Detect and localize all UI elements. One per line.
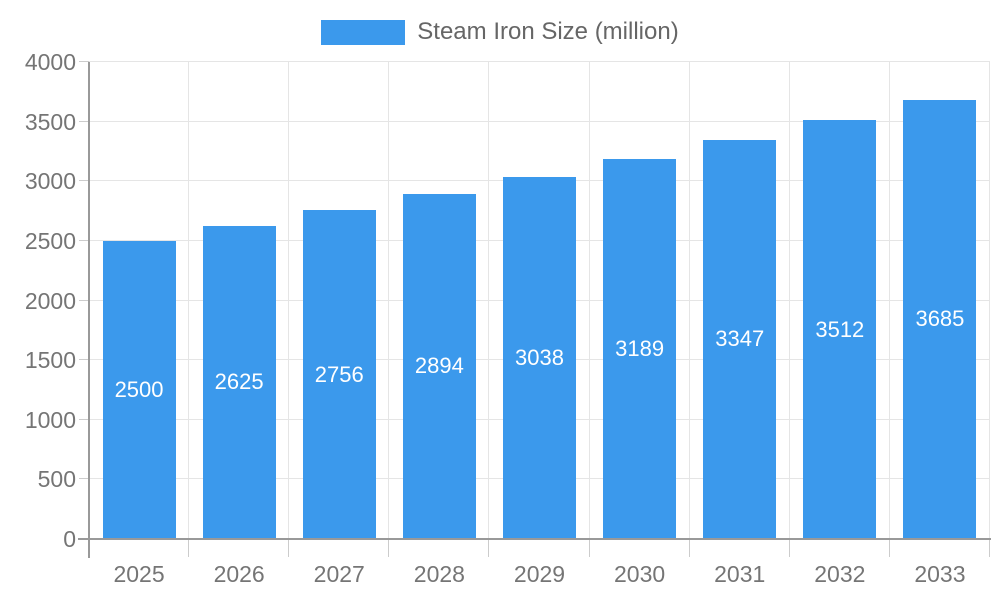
bar-value-label: 3685	[915, 306, 965, 332]
y-tick-label: 0	[63, 526, 76, 552]
h-gridline	[89, 120, 990, 122]
y-tick-label: 4000	[24, 49, 76, 75]
legend-swatch	[321, 19, 406, 45]
v-gridline	[989, 62, 990, 539]
x-tick-label: 2029	[513, 561, 566, 587]
axis-layer	[78, 61, 991, 558]
y-tick-label: 1500	[24, 347, 76, 374]
bars-layer: 2500 2625 2756 2894 3038 3189 3347 3512 3685	[89, 62, 990, 539]
bar[interactable]: 2625	[202, 225, 276, 539]
x-tick-label: 2028	[413, 561, 465, 587]
x-axis-tick	[688, 539, 690, 557]
x-tick-label: 2026	[213, 561, 265, 587]
y-axis-tick	[79, 478, 89, 480]
x-axis-line	[78, 538, 991, 540]
y-tick-label: 2500	[24, 227, 76, 254]
x-tick-label: 2032	[814, 561, 866, 587]
x-tick-label: 2033	[914, 561, 966, 587]
v-gridline	[388, 62, 390, 539]
bar[interactable]: 2500	[102, 240, 176, 539]
v-gridline	[788, 62, 790, 539]
x-tick-label: 2025	[113, 561, 165, 587]
y-axis-tick	[79, 418, 89, 420]
y-axis-tick	[79, 180, 89, 182]
y-axis-tick	[79, 359, 89, 361]
bar-value-label: 3038	[515, 344, 564, 370]
v-gridline	[188, 62, 190, 539]
v-gridline	[288, 62, 290, 539]
v-gridline	[888, 62, 890, 539]
y-axis-line	[88, 62, 90, 558]
bar-value-label: 3189	[615, 335, 665, 361]
x-tick-label: 2031	[714, 561, 766, 587]
bar[interactable]: 3189	[603, 158, 677, 539]
y-tick-label: 1000	[24, 406, 76, 433]
x-axis-tick	[788, 539, 790, 557]
v-gridline	[688, 62, 690, 539]
x-tick-label: 2027	[313, 561, 365, 587]
y-tick-label: 3000	[24, 168, 76, 195]
y-tick-label: 2000	[24, 287, 76, 314]
bar[interactable]: 3347	[703, 139, 777, 539]
x-axis-tick	[188, 539, 190, 557]
legend-item[interactable]: Steam Iron Size (million)	[0, 18, 1000, 46]
y-tick-label: 3500	[24, 108, 76, 135]
h-gridline	[89, 61, 990, 62]
bar[interactable]: 3038	[503, 176, 576, 539]
y-axis-tick	[79, 120, 89, 122]
legend-label: Steam Iron Size (million)	[417, 18, 679, 45]
x-axis-tick	[488, 539, 490, 557]
x-axis-tick	[588, 539, 590, 557]
plot-area: 2500 2625 2756 2894 3038 3189 3347 3512 3685	[78, 61, 991, 558]
y-axis-tick	[79, 299, 89, 301]
v-gridline	[588, 62, 590, 539]
bar[interactable]: 3512	[803, 120, 877, 539]
y-axis-tick	[79, 239, 89, 241]
bar-value-label: 3512	[815, 316, 865, 342]
bar-value-label: 3347	[715, 326, 765, 352]
y-tick-label: 500	[37, 466, 76, 493]
x-axis-tick	[288, 539, 290, 557]
bar-value-label: 2625	[214, 369, 264, 395]
bar-value-label: 2756	[314, 361, 364, 387]
bar-value-label: 2894	[414, 353, 464, 379]
x-axis-tick	[989, 539, 990, 557]
v-gridline	[488, 62, 490, 539]
x-axis-tick	[388, 539, 390, 557]
x-axis-tick	[888, 539, 890, 557]
bar[interactable]: 2756	[302, 210, 376, 539]
x-tick-label: 2030	[614, 561, 666, 587]
y-axis-tick	[79, 61, 89, 62]
bar[interactable]: 2894	[402, 193, 476, 539]
bar[interactable]: 3685	[903, 99, 977, 539]
bar-value-label: 2500	[114, 376, 164, 402]
